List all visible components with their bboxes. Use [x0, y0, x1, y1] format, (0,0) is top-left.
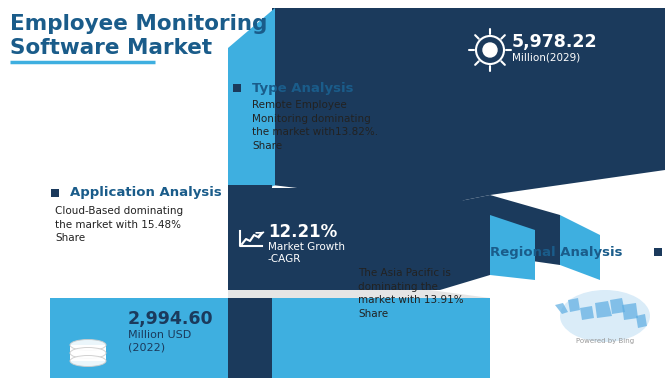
- Text: Cloud-Based dominating
the market with 15.48%
Share: Cloud-Based dominating the market with 1…: [55, 206, 183, 243]
- Polygon shape: [228, 290, 490, 298]
- Ellipse shape: [560, 290, 650, 342]
- Polygon shape: [595, 301, 612, 318]
- Polygon shape: [490, 215, 535, 280]
- Point: [50, 190, 60, 196]
- Text: Market Growth
-CAGR: Market Growth -CAGR: [268, 242, 345, 264]
- Polygon shape: [228, 298, 272, 378]
- Polygon shape: [555, 303, 568, 314]
- Polygon shape: [580, 306, 594, 320]
- Polygon shape: [228, 185, 272, 290]
- Text: Million(2029): Million(2029): [512, 52, 580, 62]
- Polygon shape: [228, 8, 275, 210]
- Text: Million USD
(2022): Million USD (2022): [128, 330, 191, 352]
- Ellipse shape: [70, 356, 106, 367]
- Text: 12.21%: 12.21%: [268, 223, 337, 241]
- Ellipse shape: [70, 347, 106, 359]
- Text: Employee Monitoring
Software Market: Employee Monitoring Software Market: [10, 14, 267, 58]
- Ellipse shape: [70, 339, 106, 350]
- Text: 5,978.22: 5,978.22: [512, 33, 598, 51]
- Polygon shape: [70, 345, 106, 353]
- Polygon shape: [622, 303, 638, 320]
- Polygon shape: [50, 298, 490, 378]
- Polygon shape: [560, 215, 600, 280]
- Polygon shape: [440, 205, 560, 225]
- Polygon shape: [70, 353, 106, 361]
- Text: 2,994.60: 2,994.60: [128, 310, 214, 328]
- Text: Remote Employee
Monitoring dominating
the market with13.82%.
Share: Remote Employee Monitoring dominating th…: [252, 100, 378, 151]
- Point: [653, 249, 663, 255]
- Polygon shape: [440, 195, 560, 265]
- Polygon shape: [228, 188, 490, 290]
- Polygon shape: [610, 298, 625, 314]
- Text: Type Analysis: Type Analysis: [252, 82, 354, 95]
- Circle shape: [483, 43, 497, 57]
- Point: [232, 85, 243, 91]
- Polygon shape: [272, 8, 665, 205]
- Polygon shape: [636, 314, 647, 328]
- Text: Powered by Bing: Powered by Bing: [576, 338, 634, 344]
- Text: Regional Analysis: Regional Analysis: [490, 246, 622, 259]
- Text: The Asia Pacific is
dominating the
market with 13.91%
Share: The Asia Pacific is dominating the marke…: [358, 268, 464, 319]
- Text: Application Analysis: Application Analysis: [70, 186, 222, 199]
- Polygon shape: [568, 298, 580, 312]
